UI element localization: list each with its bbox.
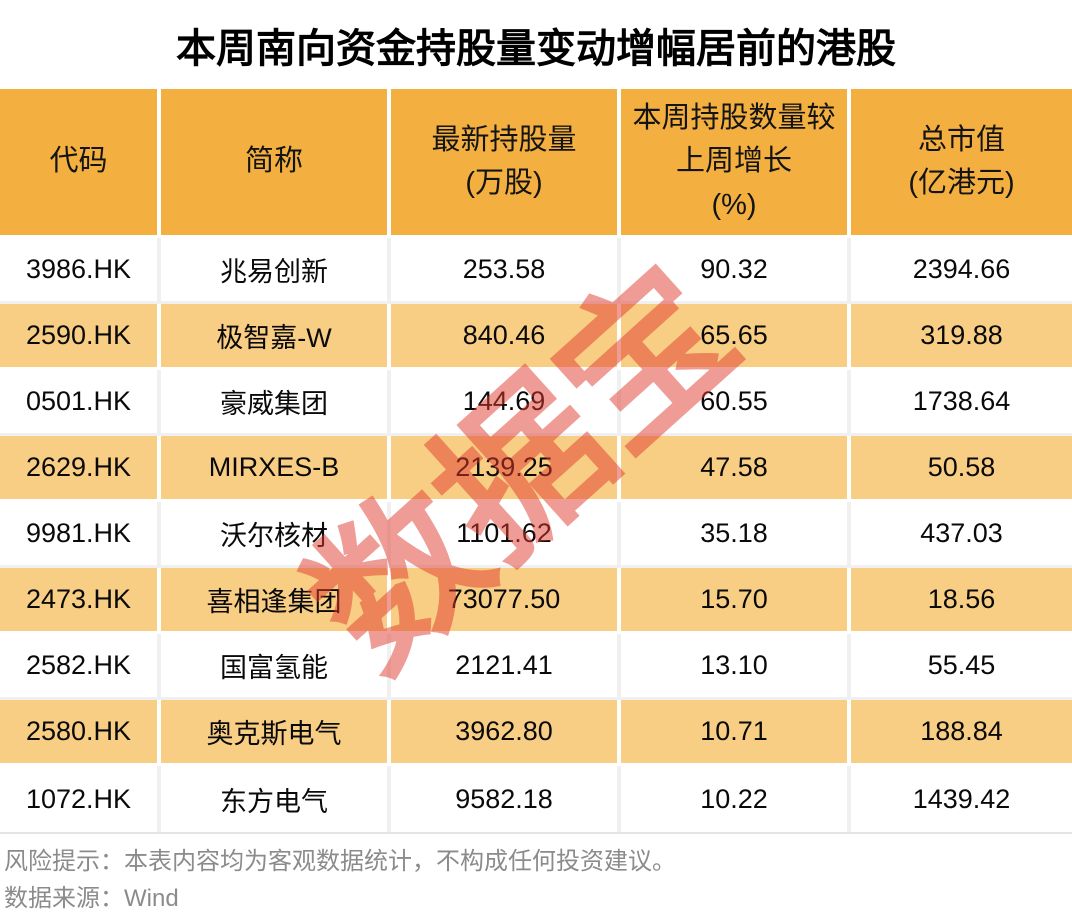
name-cell: 喜相逢集团: [161, 568, 391, 634]
name-cell: MIRXES-B: [161, 436, 391, 502]
table-row: 2580.HK 奥克斯电气 3962.80 10.71 188.84: [0, 700, 1072, 766]
table-row: 1072.HK 东方电气 9582.18 10.22 1439.42: [0, 766, 1072, 832]
holdings-cell: 73077.50: [391, 568, 621, 634]
name-cell: 极智嘉-W: [161, 304, 391, 370]
code-cell: 2582.HK: [0, 634, 161, 700]
code-cell: 1072.HK: [0, 766, 161, 832]
code-cell: 0501.HK: [0, 370, 161, 436]
table-row: 0501.HK 豪威集团 144.69 60.55 1738.64: [0, 370, 1072, 436]
column-header-holdings: 最新持股量 (万股): [391, 89, 621, 238]
holdings-cell: 253.58: [391, 238, 621, 304]
table-row: 2629.HK MIRXES-B 2139.25 47.58 50.58: [0, 436, 1072, 502]
marketcap-cell: 437.03: [851, 502, 1072, 568]
header-row: 代码 简称 最新持股量 (万股) 本周持股数量较 上周增长 (%) 总市值 (亿…: [0, 89, 1072, 238]
table-row: 2590.HK 极智嘉-W 840.46 65.65 319.88: [0, 304, 1072, 370]
change-cell: 60.55: [621, 370, 851, 436]
holdings-cell: 2121.41: [391, 634, 621, 700]
column-header-name: 简称: [161, 89, 391, 238]
table-row: 3986.HK 兆易创新 253.58 90.32 2394.66: [0, 238, 1072, 304]
change-cell: 13.10: [621, 634, 851, 700]
holdings-cell: 9582.18: [391, 766, 621, 832]
marketcap-cell: 2394.66: [851, 238, 1072, 304]
change-cell: 10.71: [621, 700, 851, 766]
marketcap-cell: 188.84: [851, 700, 1072, 766]
marketcap-cell: 18.56: [851, 568, 1072, 634]
column-header-code: 代码: [0, 89, 161, 238]
change-cell: 90.32: [621, 238, 851, 304]
name-cell: 东方电气: [161, 766, 391, 832]
holdings-cell: 2139.25: [391, 436, 621, 502]
marketcap-cell: 1439.42: [851, 766, 1072, 832]
holdings-table: 代码 简称 最新持股量 (万股) 本周持股数量较 上周增长 (%) 总市值 (亿…: [0, 89, 1072, 832]
name-cell: 奥克斯电气: [161, 700, 391, 766]
holdings-cell: 144.69: [391, 370, 621, 436]
marketcap-cell: 319.88: [851, 304, 1072, 370]
name-cell: 国富氢能: [161, 634, 391, 700]
risk-note: 风险提示：本表内容均为客观数据统计，不构成任何投资建议。: [4, 848, 676, 875]
marketcap-cell: 1738.64: [851, 370, 1072, 436]
code-cell: 2629.HK: [0, 436, 161, 502]
change-cell: 10.22: [621, 766, 851, 832]
marketcap-cell: 55.45: [851, 634, 1072, 700]
holdings-cell: 3962.80: [391, 700, 621, 766]
name-cell: 沃尔核材: [161, 502, 391, 568]
code-cell: 3986.HK: [0, 238, 161, 304]
change-cell: 35.18: [621, 502, 851, 568]
code-cell: 9981.HK: [0, 502, 161, 568]
column-header-weekly-change: 本周持股数量较 上周增长 (%): [621, 89, 851, 238]
code-cell: 2590.HK: [0, 304, 161, 370]
footer: 风险提示：本表内容均为客观数据统计，不构成任何投资建议。 数据来源：Wind: [0, 832, 1072, 918]
table-row: 2582.HK 国富氢能 2121.41 13.10 55.45: [0, 634, 1072, 700]
table-row: 2473.HK 喜相逢集团 73077.50 15.70 18.56: [0, 568, 1072, 634]
column-header-marketcap: 总市值 (亿港元): [851, 89, 1072, 238]
change-cell: 15.70: [621, 568, 851, 634]
holdings-cell: 840.46: [391, 304, 621, 370]
marketcap-cell: 50.58: [851, 436, 1072, 502]
change-cell: 47.58: [621, 436, 851, 502]
table-row: 9981.HK 沃尔核材 1101.62 35.18 437.03: [0, 502, 1072, 568]
name-cell: 兆易创新: [161, 238, 391, 304]
name-cell: 豪威集团: [161, 370, 391, 436]
code-cell: 2473.HK: [0, 568, 161, 634]
code-cell: 2580.HK: [0, 700, 161, 766]
holdings-cell: 1101.62: [391, 502, 621, 568]
page-title: 本周南向资金持股量变动增幅居前的港股: [176, 26, 896, 71]
data-source: 数据来源：Wind: [4, 885, 179, 912]
change-cell: 65.65: [621, 304, 851, 370]
